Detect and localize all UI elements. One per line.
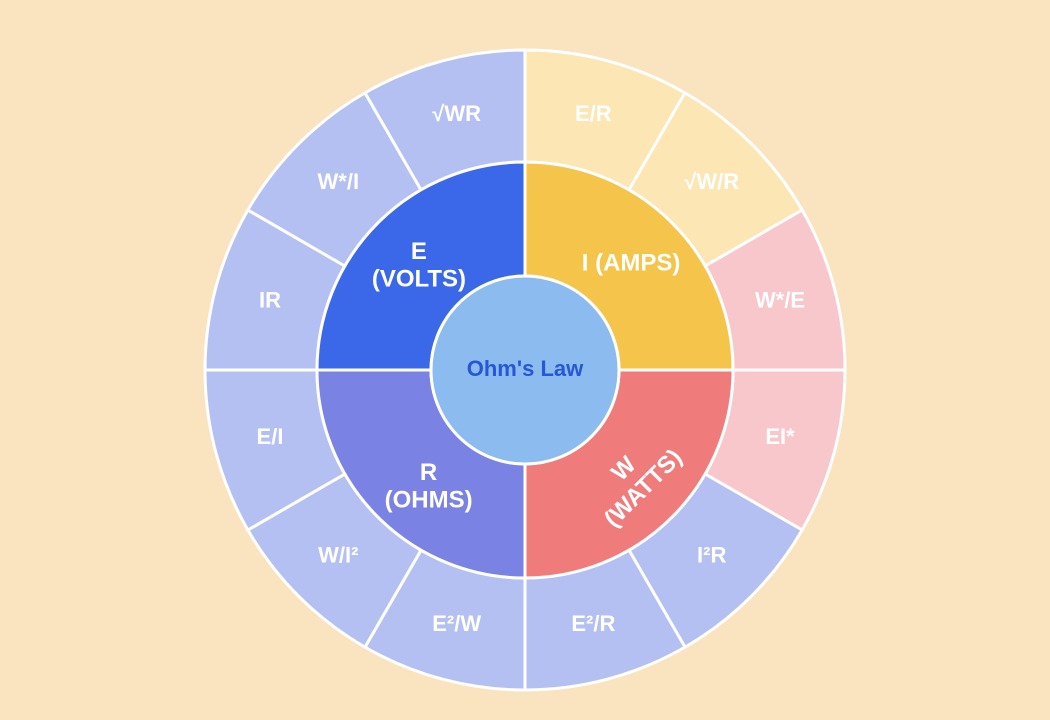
ohms-law-wheel: Ohm's LawE(VOLTS)I (AMPS)R(OHMS)W(WATTS)…	[0, 0, 1050, 720]
outer-segment-label: W/I²	[318, 542, 358, 567]
outer-segment-label: E²/R	[571, 611, 615, 636]
quadrant-label-amps: I (AMPS)	[582, 249, 681, 276]
outer-segment-label: E/R	[575, 101, 612, 126]
outer-segment-label: √WR	[432, 101, 481, 126]
outer-segment-label: W*/E	[755, 287, 805, 312]
outer-segment-label: W*/I	[318, 169, 360, 194]
outer-segment-label: EI*	[765, 424, 795, 449]
center-label: Ohm's Law	[467, 356, 584, 381]
outer-segment-label: E²/W	[432, 611, 481, 636]
outer-segment-label: I²R	[697, 542, 726, 567]
outer-segment-label: IR	[259, 287, 281, 312]
svg-text:I (AMPS): I (AMPS)	[582, 249, 681, 276]
outer-segment-label: √W/R	[684, 169, 739, 194]
outer-segment-label: E/I	[257, 424, 284, 449]
